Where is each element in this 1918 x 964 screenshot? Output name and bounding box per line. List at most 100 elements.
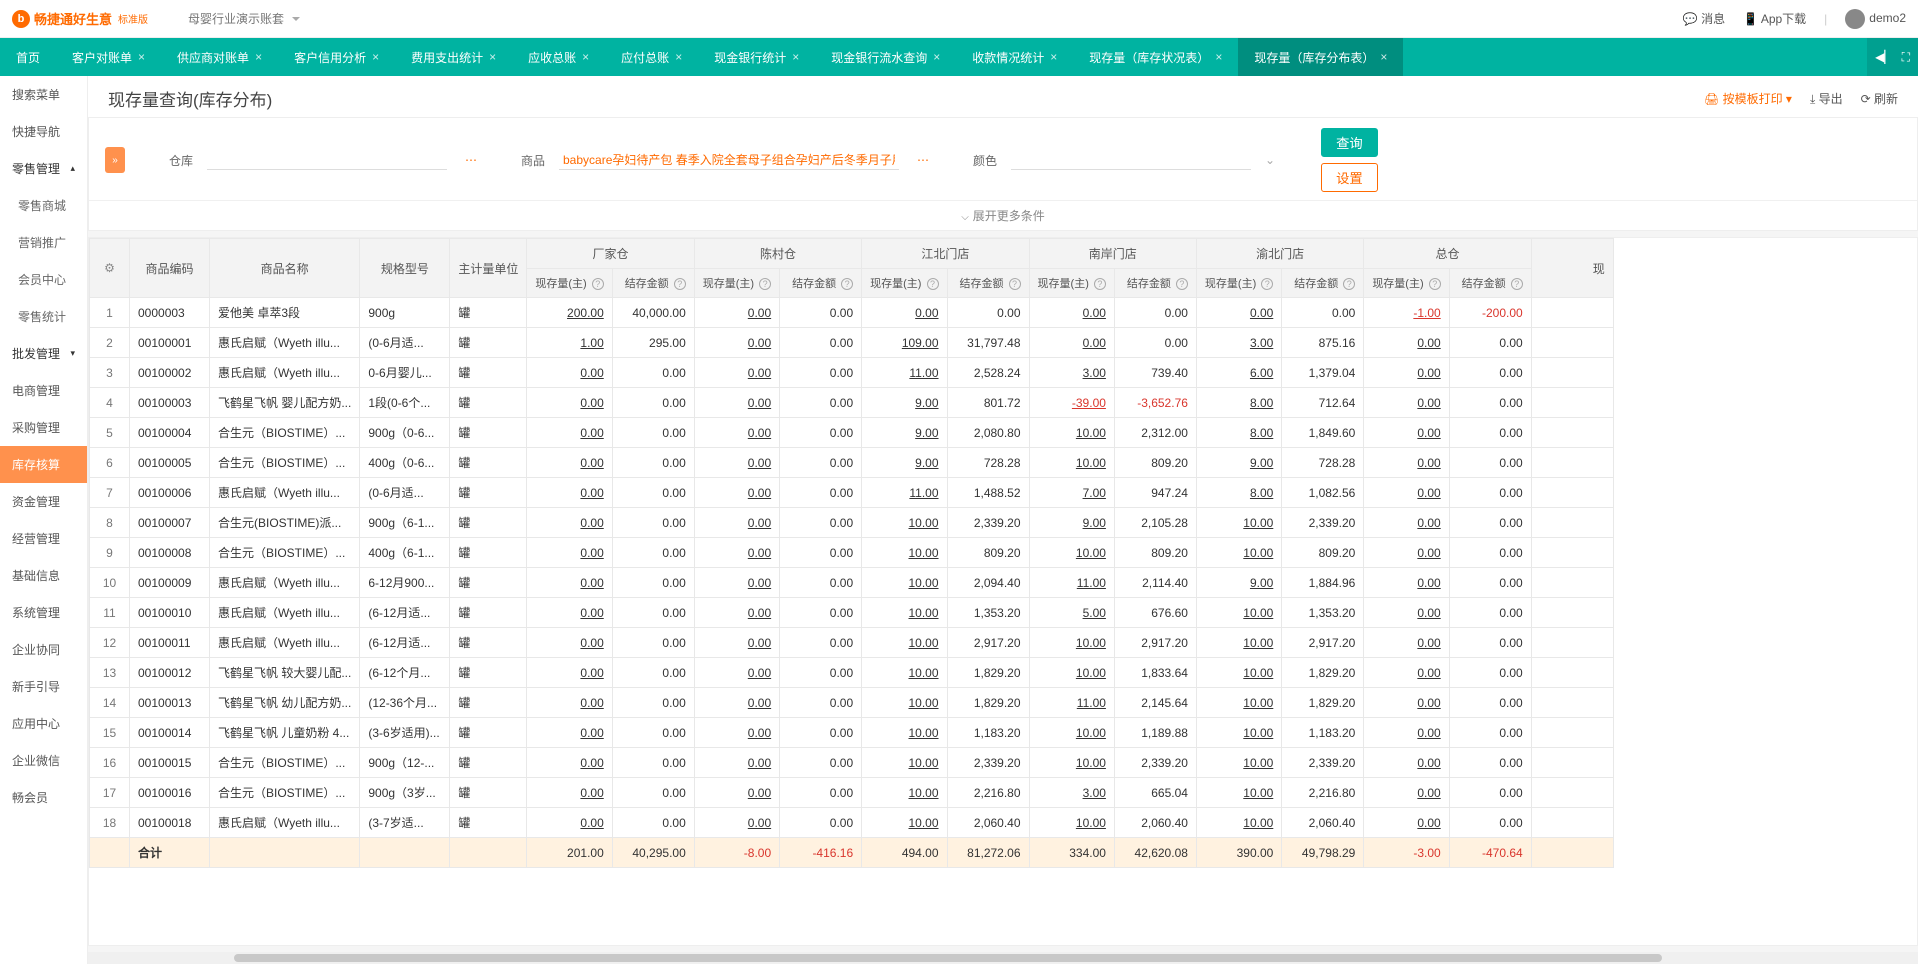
search-button[interactable]: 查询 [1321, 128, 1378, 157]
qty-cell[interactable]: 0.00 [527, 748, 612, 778]
tab-现存量（库存分布表）[interactable]: 现存量（库存分布表）× [1238, 38, 1403, 76]
qty-cell[interactable]: 10.00 [862, 538, 947, 568]
close-icon[interactable]: × [255, 50, 262, 64]
qty-cell[interactable]: 0.00 [1364, 358, 1449, 388]
qty-cell[interactable]: 9.00 [1196, 448, 1281, 478]
qty-cell[interactable]: 0.00 [527, 598, 612, 628]
qty-cell[interactable]: 10.00 [862, 508, 947, 538]
qty-cell[interactable]: 10.00 [1196, 808, 1281, 838]
help-icon[interactable]: ? [927, 278, 939, 290]
qty-cell[interactable]: 0.00 [527, 808, 612, 838]
tab-应收总账[interactable]: 应收总账× [512, 38, 605, 76]
qty-cell[interactable]: 0.00 [1364, 568, 1449, 598]
qty-cell[interactable]: 11.00 [1029, 688, 1114, 718]
qty-cell[interactable]: 5.00 [1029, 598, 1114, 628]
close-icon[interactable]: × [1215, 50, 1222, 64]
qty-cell[interactable]: 0.00 [694, 298, 779, 328]
close-icon[interactable]: × [582, 50, 589, 64]
close-icon[interactable]: × [489, 50, 496, 64]
qty-cell[interactable]: 10.00 [1196, 538, 1281, 568]
close-icon[interactable]: × [675, 50, 682, 64]
tab-现存量（库存状况表）[interactable]: 现存量（库存状况表）× [1073, 38, 1238, 76]
sidebar-item-系统管理[interactable]: 系统管理 [0, 594, 87, 631]
table-row[interactable]: 800100007合生元(BIOSTIME)派...900g（6-1...罐0.… [90, 508, 1614, 538]
qty-cell[interactable]: 0.00 [694, 358, 779, 388]
tab-首页[interactable]: 首页 [0, 38, 56, 76]
qty-cell[interactable]: 0.00 [1364, 538, 1449, 568]
qty-cell[interactable]: 0.00 [1364, 388, 1449, 418]
sidebar-item-资金管理[interactable]: 资金管理 [0, 483, 87, 520]
table-row[interactable]: 600100005合生元（BIOSTIME）...400g（0-6...罐0.0… [90, 448, 1614, 478]
qty-cell[interactable]: 0.00 [527, 718, 612, 748]
tab-客户对账单[interactable]: 客户对账单× [56, 38, 161, 76]
app-download-link[interactable]: 📱 App下载 [1743, 10, 1806, 27]
table-row[interactable]: 1200100011惠氏启赋（Wyeth illu...(6-12月适...罐0… [90, 628, 1614, 658]
sidebar-item-新手引导[interactable]: 新手引导 [0, 668, 87, 705]
qty-cell[interactable]: 0.00 [527, 478, 612, 508]
table-row[interactable]: 1100100010惠氏启赋（Wyeth illu...(6-12月适...罐0… [90, 598, 1614, 628]
help-icon[interactable]: ? [1009, 278, 1021, 290]
qty-cell[interactable]: 10.00 [1196, 778, 1281, 808]
close-icon[interactable]: × [1380, 50, 1387, 64]
qty-cell[interactable]: 3.00 [1029, 358, 1114, 388]
qty-cell[interactable]: 0.00 [694, 568, 779, 598]
qty-cell[interactable]: 10.00 [1029, 748, 1114, 778]
qty-cell[interactable]: 8.00 [1196, 478, 1281, 508]
sidebar-item-会员中心[interactable]: 会员中心 [0, 261, 87, 298]
qty-cell[interactable]: 9.00 [1029, 508, 1114, 538]
sidebar-item-批发管理[interactable]: 批发管理▾ [0, 335, 87, 372]
qty-cell[interactable]: 9.00 [862, 418, 947, 448]
qty-cell[interactable]: 10.00 [862, 778, 947, 808]
close-icon[interactable]: × [792, 50, 799, 64]
qty-cell[interactable]: 0.00 [1364, 748, 1449, 778]
table-row[interactable]: 1600100015合生元（BIOSTIME）...900g（12-...罐0.… [90, 748, 1614, 778]
qty-cell[interactable]: 10.00 [862, 628, 947, 658]
qty-cell[interactable]: 10.00 [862, 808, 947, 838]
tab-费用支出统计[interactable]: 费用支出统计× [395, 38, 512, 76]
tab-供应商对账单[interactable]: 供应商对账单× [161, 38, 278, 76]
qty-cell[interactable]: 0.00 [1364, 628, 1449, 658]
qty-cell[interactable]: 0.00 [694, 508, 779, 538]
close-icon[interactable]: × [933, 50, 940, 64]
qty-cell[interactable]: 0.00 [694, 688, 779, 718]
qty-cell[interactable]: 9.00 [862, 388, 947, 418]
horizontal-scrollbar[interactable] [88, 952, 1918, 964]
refresh-button[interactable]: ⟳ 刷新 [1861, 90, 1898, 107]
qty-cell[interactable]: 8.00 [1196, 388, 1281, 418]
sidebar-item-电商管理[interactable]: 电商管理 [0, 372, 87, 409]
sidebar-item-零售商城[interactable]: 零售商城 [0, 187, 87, 224]
table-row[interactable]: 1300100012飞鹤星飞帆 较大婴儿配...(6-12个月...罐0.000… [90, 658, 1614, 688]
tab-应付总账[interactable]: 应付总账× [605, 38, 698, 76]
qty-cell[interactable]: 1.00 [527, 328, 612, 358]
qty-cell[interactable]: 0.00 [1364, 688, 1449, 718]
warehouse-input[interactable] [207, 151, 447, 170]
qty-cell[interactable]: 10.00 [862, 658, 947, 688]
qty-cell[interactable]: 0.00 [694, 388, 779, 418]
qty-cell[interactable]: 0.00 [527, 538, 612, 568]
product-input[interactable] [559, 151, 899, 170]
sidebar-item-企业协同[interactable]: 企业协同 [0, 631, 87, 668]
qty-cell[interactable]: 10.00 [862, 568, 947, 598]
expand-filters-button[interactable]: 展开更多条件 [89, 200, 1917, 230]
table-row[interactable]: 500100004合生元（BIOSTIME）...900g（0-6...罐0.0… [90, 418, 1614, 448]
qty-cell[interactable]: 0.00 [694, 448, 779, 478]
qty-cell[interactable]: 0.00 [694, 328, 779, 358]
help-icon[interactable]: ? [592, 278, 604, 290]
qty-cell[interactable]: 0.00 [1364, 508, 1449, 538]
qty-cell[interactable]: 11.00 [862, 478, 947, 508]
qty-cell[interactable]: -1.00 [1364, 298, 1449, 328]
qty-cell[interactable]: 0.00 [1364, 808, 1449, 838]
help-icon[interactable]: ? [1176, 278, 1188, 290]
qty-cell[interactable]: 10.00 [862, 718, 947, 748]
table-row[interactable]: 1400100013飞鹤星飞帆 幼儿配方奶...(12-36个月...罐0.00… [90, 688, 1614, 718]
qty-cell[interactable]: 10.00 [1029, 658, 1114, 688]
help-icon[interactable]: ? [1094, 278, 1106, 290]
qty-cell[interactable]: 3.00 [1196, 328, 1281, 358]
qty-cell[interactable]: 0.00 [694, 778, 779, 808]
sidebar-item-营销推广[interactable]: 营销推广 [0, 224, 87, 261]
qty-cell[interactable]: 0.00 [1364, 448, 1449, 478]
qty-cell[interactable]: 0.00 [527, 778, 612, 808]
table-row[interactable]: 1500100014飞鹤星飞帆 儿童奶粉 4...(3-6岁适用)...罐0.0… [90, 718, 1614, 748]
qty-cell[interactable]: 10.00 [1029, 448, 1114, 478]
qty-cell[interactable]: 0.00 [1364, 658, 1449, 688]
